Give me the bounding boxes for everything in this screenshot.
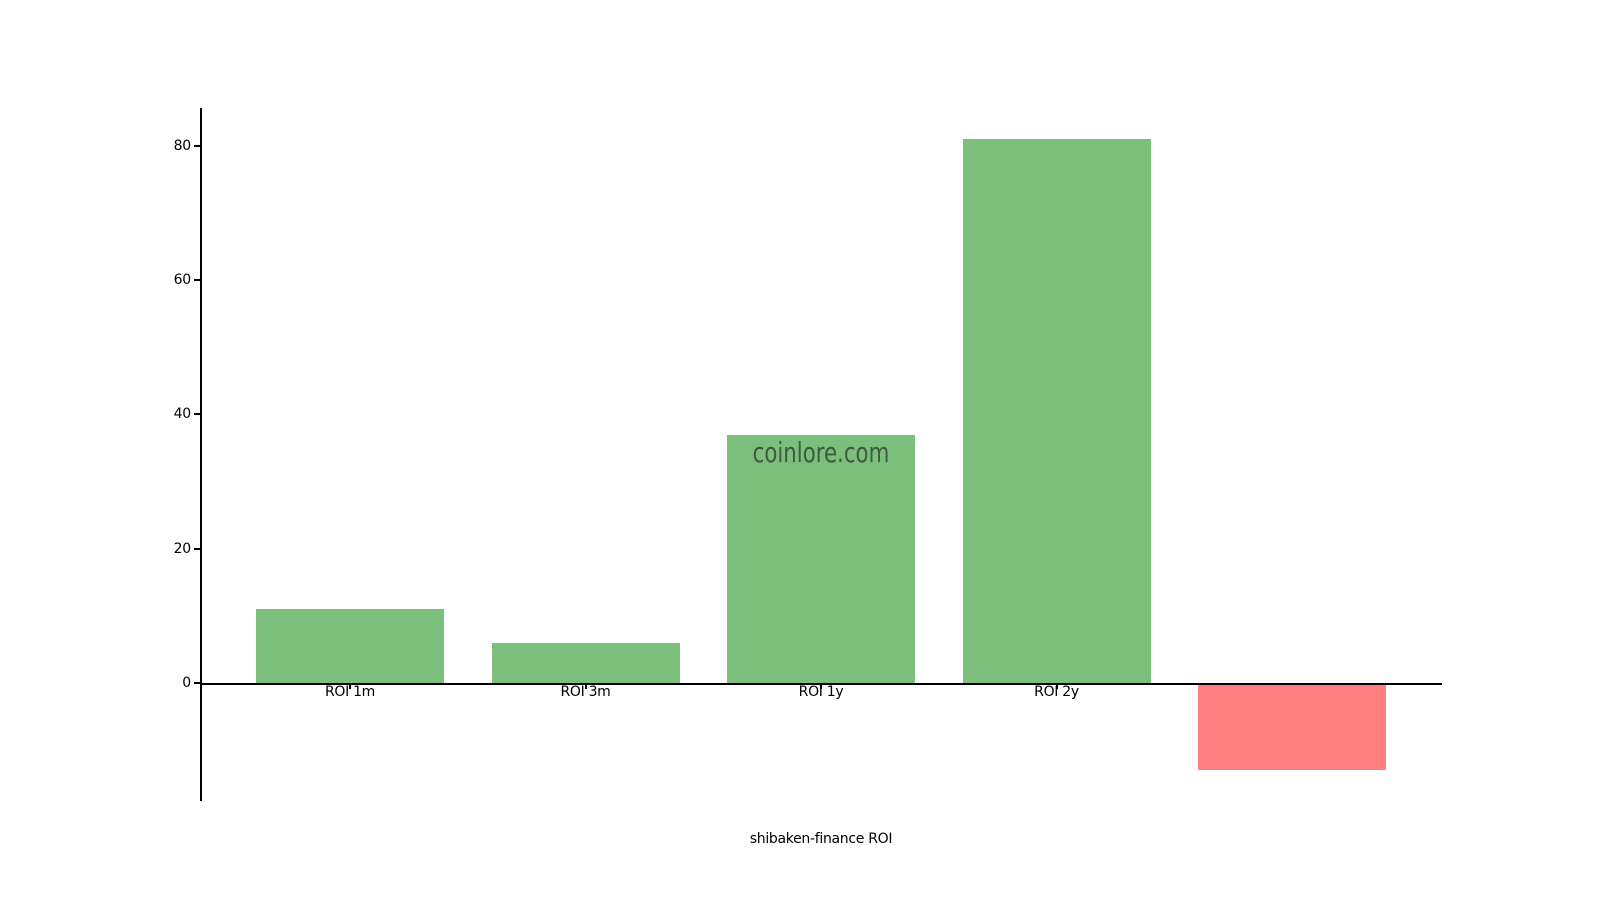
y-tick-mark [194,279,200,282]
bar-roi-2y [962,139,1151,683]
x-tick-label: ROI 1y [798,684,844,700]
x-tick-label: ROI 2y [1034,684,1079,700]
x-tick-label: ROI 1m [324,684,376,700]
bar-roi-3m [491,642,680,683]
bar-unlabeled-4 [1198,683,1386,771]
y-axis-spine [200,108,202,801]
x-tick-label: ROI 3m [560,684,611,700]
y-tick-label: 60 [173,272,192,289]
y-tick-label: 80 [173,137,192,154]
bar-roi-1m [256,609,444,683]
x-tick-mark [820,683,822,689]
y-tick-label: 0 [182,675,191,691]
y-tick-mark [194,682,200,684]
y-tick-mark [194,413,200,416]
x-tick-mark [584,683,587,689]
y-tick-label: 40 [173,406,192,423]
y-tick-label: 20 [173,540,192,557]
x-axis-title: shibaken-finance ROI [749,831,893,847]
x-tick-mark [349,683,351,689]
x-tick-mark [1055,683,1058,689]
bar-roi-1y [727,434,915,683]
y-tick-mark [194,547,200,550]
watermark-text: coinlore.com [752,436,890,469]
y-tick-mark [194,144,200,147]
